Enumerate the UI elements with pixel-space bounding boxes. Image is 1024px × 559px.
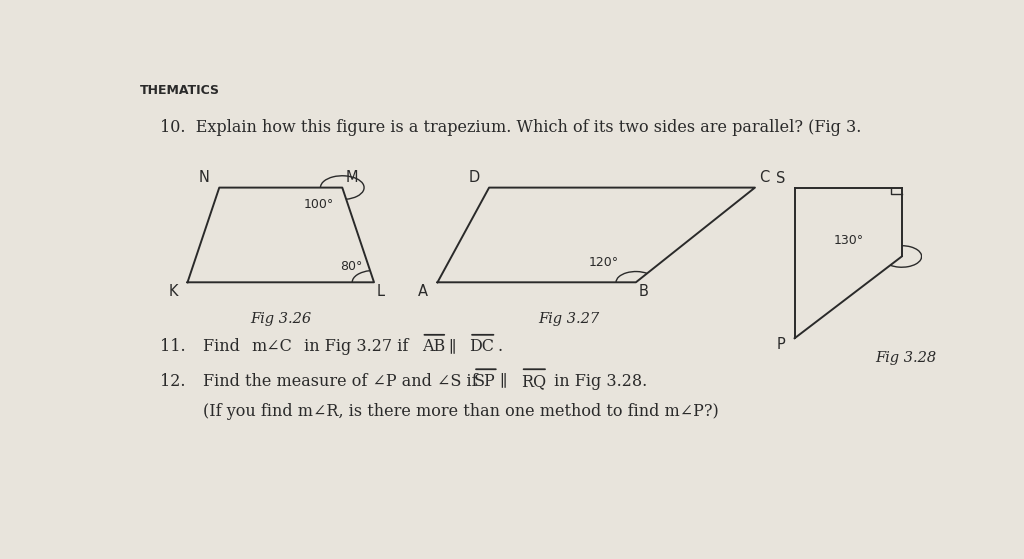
Text: in Fig 3.27 if: in Fig 3.27 if <box>299 338 413 356</box>
Text: Fig 3.26: Fig 3.26 <box>250 312 311 326</box>
Text: A: A <box>418 285 428 300</box>
Text: (If you find m∠R, is there more than one method to find m∠P?): (If you find m∠R, is there more than one… <box>204 403 719 420</box>
Text: ∥: ∥ <box>447 338 456 356</box>
Text: 80°: 80° <box>341 260 362 273</box>
Text: SP: SP <box>473 373 495 390</box>
Text: B: B <box>639 285 648 300</box>
Text: Fig 3.28: Fig 3.28 <box>876 351 936 365</box>
Text: .: . <box>497 338 502 356</box>
Text: m∠C: m∠C <box>251 338 292 356</box>
Text: THEMATICS: THEMATICS <box>140 84 220 97</box>
Text: S: S <box>776 171 785 186</box>
Text: 120°: 120° <box>589 257 620 269</box>
Text: AB: AB <box>422 338 444 356</box>
Text: P: P <box>776 337 785 352</box>
Text: C: C <box>759 169 769 184</box>
Text: K: K <box>169 285 178 300</box>
Text: ∥: ∥ <box>500 373 507 390</box>
Text: L: L <box>377 285 385 300</box>
Text: N: N <box>199 169 210 184</box>
Text: 130°: 130° <box>834 234 863 247</box>
Text: in Fig 3.28.: in Fig 3.28. <box>549 373 647 390</box>
Text: Find: Find <box>204 338 246 356</box>
Text: Find the measure of ∠P and ∠S if: Find the measure of ∠P and ∠S if <box>204 373 483 390</box>
Text: D: D <box>468 169 479 184</box>
Text: 100°: 100° <box>303 198 334 211</box>
Text: 11.: 11. <box>160 338 185 356</box>
Text: 10.  Explain how this figure is a trapezium. Which of its two sides are parallel: 10. Explain how this figure is a trapezi… <box>160 119 861 136</box>
Text: DC: DC <box>469 338 495 356</box>
Text: M: M <box>346 169 358 184</box>
Text: RQ: RQ <box>521 373 546 390</box>
Text: 12.: 12. <box>160 373 185 390</box>
Text: Fig 3.27: Fig 3.27 <box>538 312 599 326</box>
